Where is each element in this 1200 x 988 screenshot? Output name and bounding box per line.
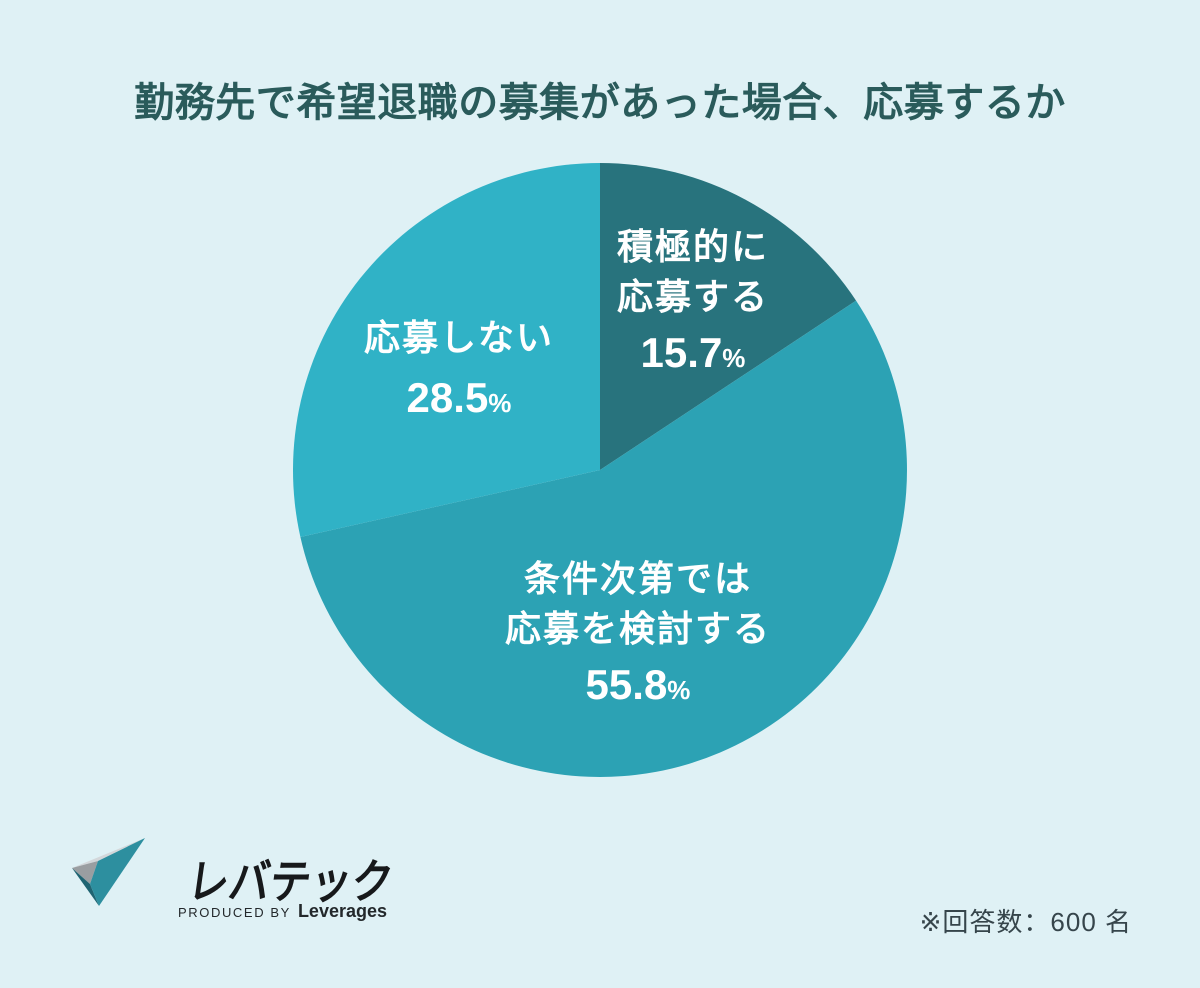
percent-sign: % [488, 388, 512, 418]
pie-label-line: 積極的に [616, 226, 770, 267]
logo-icon-face-light-gray [72, 838, 145, 868]
pie-label-value: 28.5% [406, 374, 512, 421]
pie-chart [290, 160, 910, 780]
pie-label-line: 条件次第では [523, 558, 753, 599]
percent-sign: % [722, 343, 746, 373]
pie-label-line: 応募を検討する [504, 608, 772, 649]
logo-icon-face-mid-gray [72, 861, 98, 884]
pie-label-not-apply: 応募しない 28.5% [364, 313, 554, 426]
pie-label-value: 55.8% [585, 661, 691, 708]
pie-slice-1 [300, 300, 907, 777]
percent-sign: % [667, 675, 691, 705]
produced-by-label: PRODUCED BY [177, 905, 291, 920]
pie-label-apply-actively: 積極的に 応募する 15.7% [617, 222, 769, 381]
produced-by-line: PRODUCED BY Leverages [178, 901, 387, 922]
pie-label-consider-depending-on-conditions: 条件次第では 応募を検討する 55.8% [505, 554, 771, 713]
chart-title: 勤務先で希望退職の募集があった場合、応募するか [134, 81, 1066, 125]
levtech-logo-icon [72, 838, 145, 906]
leverages-label: Leverages [297, 901, 387, 921]
pie-label-line: 応募する [616, 276, 770, 317]
logo-icon-face-teal [90, 838, 145, 906]
pie-slice-0 [600, 163, 857, 470]
respondents-note: ※回答数：600 名 [919, 907, 1132, 937]
pie-label-value: 15.7% [640, 329, 746, 376]
pie-chart-svg [292, 163, 907, 777]
pie-slice-2 [292, 163, 600, 537]
pie-label-line: 応募しない [363, 317, 555, 358]
logo-icon-face-dark-teal [72, 868, 99, 906]
